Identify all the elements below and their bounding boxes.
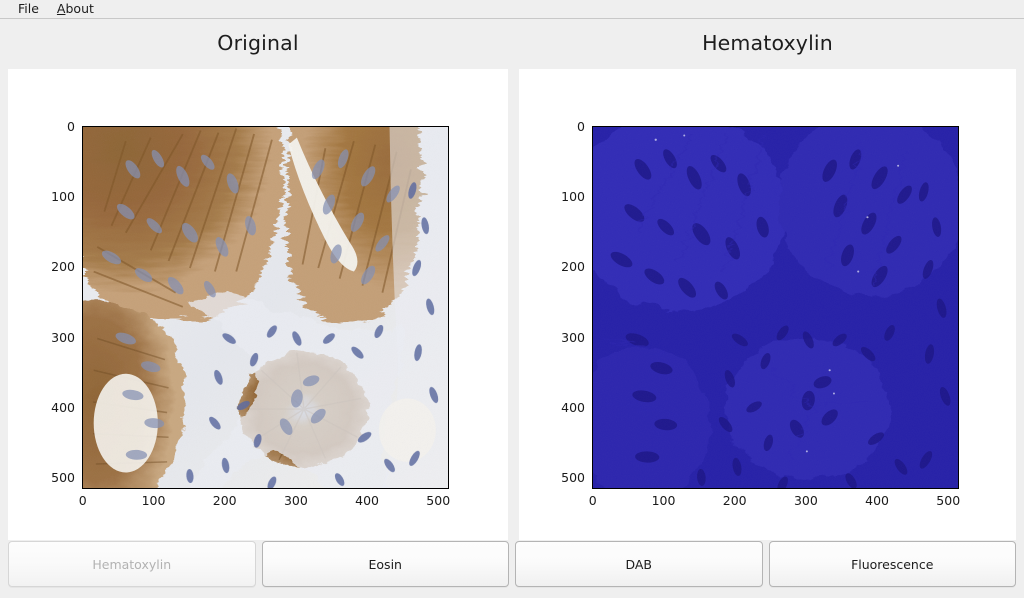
panel-original: Original — [0, 19, 512, 540]
ytick-mark-500 — [82, 479, 83, 480]
ytick-label-200: 200 — [561, 258, 585, 274]
ytick-mark-400 — [592, 409, 593, 410]
ytick-label-400: 400 — [561, 399, 585, 415]
stain-button-hematoxylin[interactable]: Hematoxylin — [8, 541, 256, 587]
xtick-mark-300 — [297, 488, 298, 489]
xtick-mark-400 — [368, 488, 369, 489]
ytick-label-100: 100 — [561, 188, 585, 204]
xtick-mark-100 — [665, 488, 666, 489]
xtick-label-100: 100 — [651, 493, 676, 508]
xtick-mark-100 — [155, 488, 156, 489]
ytick-label-0: 0 — [67, 118, 75, 134]
ytick-mark-100 — [82, 198, 83, 199]
menu-item-about-mnemonic: A — [56, 1, 66, 16]
xtick-label-300: 300 — [793, 493, 818, 508]
xtick-mark-0 — [84, 488, 85, 489]
xtick-label-400: 400 — [355, 493, 379, 508]
xtick-label-0: 0 — [588, 493, 597, 508]
plot-area-original: 0 100 200 300 400 500 0 100 200 300 400 … — [51, 120, 450, 507]
stain-button-bar: Hematoxylin Eosin DAB Fluorescence — [0, 540, 1024, 598]
ytick-mark-200 — [592, 268, 593, 269]
xtick-label-0: 0 — [78, 493, 87, 508]
xtick-label-100: 100 — [141, 493, 166, 508]
stain-button-fluorescence-label: Fluorescence — [851, 556, 934, 572]
xtick-mark-200 — [736, 488, 737, 489]
stain-button-dab-label: DAB — [625, 556, 653, 572]
ytick-label-400: 400 — [51, 399, 75, 415]
ytick-mark-500 — [592, 479, 593, 480]
ytick-label-300: 300 — [561, 329, 585, 345]
xtick-label-200: 200 — [212, 493, 237, 508]
xtick-label-400: 400 — [865, 493, 889, 508]
figure-hematoxylin: 0 100 200 300 400 500 0 100 200 300 400 … — [519, 69, 1016, 540]
xtick-mark-400 — [878, 488, 879, 489]
ytick-mark-400 — [82, 409, 83, 410]
stain-button-dab[interactable]: DAB — [515, 541, 763, 587]
menu-bar: File About — [0, 0, 1024, 19]
ytick-mark-0 — [82, 128, 83, 129]
panel-title-original: Original — [217, 31, 299, 55]
canvas-card-hematoxylin[interactable]: 0 100 200 300 400 500 0 100 200 300 400 … — [519, 69, 1016, 540]
stain-button-fluorescence[interactable]: Fluorescence — [768, 541, 1016, 587]
menu-item-file-label: File — [18, 1, 39, 16]
ytick-mark-0 — [592, 128, 593, 129]
ytick-mark-100 — [592, 198, 593, 199]
ytick-label-500: 500 — [561, 470, 585, 486]
xtick-mark-500 — [949, 488, 950, 489]
ytick-label-300: 300 — [51, 329, 75, 345]
canvas-card-original[interactable]: 0 100 200 300 400 500 0 100 200 300 400 … — [8, 69, 508, 540]
xtick-label-500: 500 — [936, 493, 961, 508]
xtick-label-500: 500 — [426, 493, 451, 508]
menu-item-file[interactable]: File — [9, 0, 48, 18]
ytick-label-200: 200 — [51, 258, 75, 274]
xtick-mark-0 — [594, 488, 595, 489]
panel-title-hematoxylin: Hematoxylin — [702, 31, 833, 55]
xtick-mark-300 — [807, 488, 808, 489]
stain-button-hematoxylin-label: Hematoxylin — [92, 556, 172, 572]
axes-original[interactable] — [82, 126, 449, 489]
panels-container: Original — [0, 19, 1024, 540]
xtick-mark-200 — [226, 488, 227, 489]
menu-item-about-rest: bout — [65, 1, 94, 16]
ytick-label-500: 500 — [51, 470, 75, 486]
axes-hematoxylin[interactable] — [592, 126, 959, 489]
figure-original: 0 100 200 300 400 500 0 100 200 300 400 … — [8, 69, 508, 540]
stain-button-eosin[interactable]: Eosin — [261, 541, 509, 587]
ytick-mark-200 — [82, 268, 83, 269]
xtick-label-200: 200 — [722, 493, 747, 508]
image-original — [83, 127, 448, 488]
plot-area-hematoxylin: 0 100 200 300 400 500 0 100 200 300 400 … — [561, 120, 960, 507]
panel-hematoxylin: Hematoxylin — [512, 19, 1024, 540]
ytick-mark-300 — [592, 339, 593, 340]
stain-button-eosin-label: Eosin — [368, 556, 402, 572]
xtick-label-300: 300 — [283, 493, 308, 508]
ytick-label-0: 0 — [577, 118, 585, 134]
image-hematoxylin — [593, 127, 958, 488]
xtick-mark-500 — [439, 488, 440, 489]
ytick-mark-300 — [82, 339, 83, 340]
ytick-label-100: 100 — [51, 188, 75, 204]
menu-item-about[interactable]: About — [48, 0, 103, 18]
